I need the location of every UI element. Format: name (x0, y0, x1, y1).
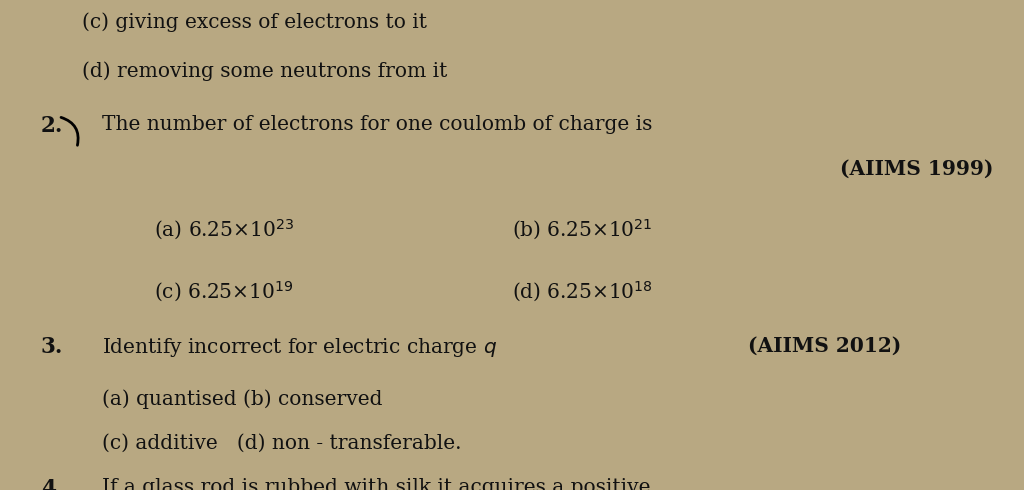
Text: (c) 6.25×10$^{19}$: (c) 6.25×10$^{19}$ (154, 279, 293, 304)
Text: If a glass rod is rubbed with silk it acquires a positive: If a glass rod is rubbed with silk it ac… (102, 478, 651, 490)
Text: (a) 6.25×10$^{23}$: (a) 6.25×10$^{23}$ (154, 218, 294, 243)
Text: 4.: 4. (41, 478, 63, 490)
Text: (c) additive   (d) non - transferable.: (c) additive (d) non - transferable. (102, 434, 462, 453)
Text: (c) giving excess of electrons to it: (c) giving excess of electrons to it (82, 12, 427, 32)
Text: Identify incorrect for electric charge $q$: Identify incorrect for electric charge $… (102, 336, 498, 359)
Text: 3.: 3. (41, 336, 63, 358)
Text: The number of electrons for one coulomb of charge is: The number of electrons for one coulomb … (102, 115, 652, 134)
Text: (AIIMS 1999): (AIIMS 1999) (840, 159, 993, 179)
Text: (d) removing some neutrons from it: (d) removing some neutrons from it (82, 61, 447, 81)
Text: (d) 6.25×10$^{18}$: (d) 6.25×10$^{18}$ (512, 279, 653, 304)
Text: (b) 6.25×10$^{21}$: (b) 6.25×10$^{21}$ (512, 218, 652, 243)
Text: 2.: 2. (41, 115, 63, 137)
Text: (AIIMS 2012): (AIIMS 2012) (748, 336, 901, 356)
Text: (a) quantised (b) conserved: (a) quantised (b) conserved (102, 390, 383, 409)
